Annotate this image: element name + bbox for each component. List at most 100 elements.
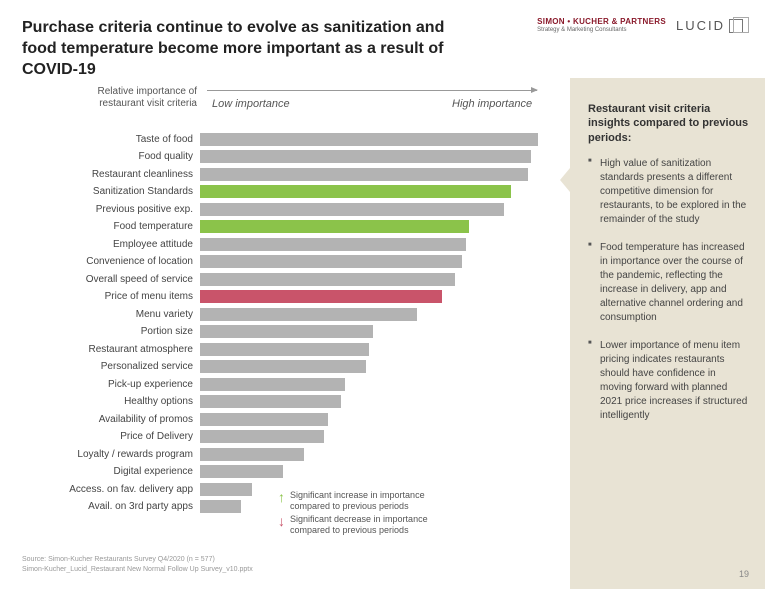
bar-track xyxy=(200,343,545,356)
bar-label: Access. on fav. delivery app xyxy=(22,484,200,495)
bar-label: Previous positive exp. xyxy=(22,204,200,215)
bar-label: Price of Delivery xyxy=(22,431,200,442)
bar xyxy=(200,273,455,286)
bar xyxy=(200,448,304,461)
skp-name: SIMON • KUCHER & PARTNERS xyxy=(537,18,666,27)
sidebar-bullet: Lower importance of menu item pricing in… xyxy=(588,339,749,423)
insights-sidebar: Restaurant visit criteria insights compa… xyxy=(570,78,765,589)
footnote-source: Source: Simon-Kucher Restaurants Survey … xyxy=(22,555,253,565)
axis-header: Relative importance of restaurant visit … xyxy=(22,86,562,130)
bar xyxy=(200,465,283,478)
sidebar-bullet: High value of sanitization standards pre… xyxy=(588,157,749,227)
bar xyxy=(200,483,252,496)
bar-track xyxy=(200,430,545,443)
bar-row: Food temperature xyxy=(22,218,562,236)
bar xyxy=(200,168,528,181)
bar-label: Menu variety xyxy=(22,309,200,320)
bar-label: Pick-up experience xyxy=(22,379,200,390)
bar xyxy=(200,413,328,426)
legend-decrease: ↓ Significant decrease in importance com… xyxy=(278,514,428,537)
sidebar-title: Restaurant visit criteria insights compa… xyxy=(588,102,749,145)
bar-track xyxy=(200,168,545,181)
bar xyxy=(200,395,341,408)
sidebar-bullet-list: High value of sanitization standards pre… xyxy=(588,157,749,423)
bar-track xyxy=(200,378,545,391)
bar-row: Employee attitude xyxy=(22,235,562,253)
bar-track xyxy=(200,273,545,286)
bar xyxy=(200,500,241,513)
bar-label: Overall speed of service xyxy=(22,274,200,285)
bar-track xyxy=(200,395,545,408)
chart-legend: ↑ Significant increase in importance com… xyxy=(278,490,428,537)
bar-row: Overall speed of service xyxy=(22,270,562,288)
bar-track xyxy=(200,203,545,216)
bar-label: Avail. on 3rd party apps xyxy=(22,501,200,512)
bar-row: Healthy options xyxy=(22,393,562,411)
bar-row: Menu variety xyxy=(22,305,562,323)
bar-track xyxy=(200,308,545,321)
bar-label: Digital experience xyxy=(22,466,200,477)
bar-label: Food quality xyxy=(22,151,200,162)
legend-increase-text: Significant increase in importance compa… xyxy=(290,490,425,513)
bar xyxy=(200,185,511,198)
bar-track xyxy=(200,325,545,338)
arrow-up-icon: ↑ xyxy=(278,490,285,504)
bar-row: Convenience of location xyxy=(22,253,562,271)
bar-track xyxy=(200,448,545,461)
bar-label: Price of menu items xyxy=(22,291,200,302)
sidebar-bullet: Food temperature has increased in import… xyxy=(588,241,749,325)
slide-title: Purchase criteria continue to evolve as … xyxy=(22,18,462,80)
bar-row: Price of menu items xyxy=(22,288,562,306)
page-number: 19 xyxy=(739,569,749,579)
bar xyxy=(200,430,324,443)
logo-group: SIMON • KUCHER & PARTNERS Strategy & Mar… xyxy=(537,18,743,33)
bar-row: Price of Delivery xyxy=(22,428,562,446)
bar-row: Availability of promos xyxy=(22,410,562,428)
bar-label: Taste of food xyxy=(22,134,200,145)
axis-low-label: Low importance xyxy=(212,98,290,110)
bar-row: Personalized service xyxy=(22,358,562,376)
axis-caption: Relative importance of restaurant visit … xyxy=(22,86,197,110)
axis-arrow-icon xyxy=(207,90,537,91)
legend-decrease-text: Significant decrease in importance compa… xyxy=(290,514,428,537)
header: Purchase criteria continue to evolve as … xyxy=(0,0,765,80)
bar xyxy=(200,325,373,338)
legend-increase: ↑ Significant increase in importance com… xyxy=(278,490,428,513)
bar-row: Digital experience xyxy=(22,463,562,481)
bar-track xyxy=(200,255,545,268)
bar-track xyxy=(200,133,545,146)
bar xyxy=(200,150,531,163)
bar-track xyxy=(200,360,545,373)
lucid-icon xyxy=(729,19,743,33)
footnotes: Source: Simon-Kucher Restaurants Survey … xyxy=(22,555,253,575)
bar-track xyxy=(200,413,545,426)
bar-track xyxy=(200,220,545,233)
bar xyxy=(200,220,469,233)
bar xyxy=(200,133,538,146)
bar-label: Portion size xyxy=(22,326,200,337)
bar-label: Loyalty / rewards program xyxy=(22,449,200,460)
bar xyxy=(200,238,466,251)
bar-row: Restaurant atmosphere xyxy=(22,340,562,358)
bar-label: Sanitization Standards xyxy=(22,186,200,197)
bar-label: Restaurant cleanliness xyxy=(22,169,200,180)
bar xyxy=(200,343,369,356)
bar-track xyxy=(200,238,545,251)
bar xyxy=(200,255,462,268)
skp-tagline: Strategy & Marketing Consultants xyxy=(537,27,666,34)
bar-row: Food quality xyxy=(22,148,562,166)
bar-label: Healthy options xyxy=(22,396,200,407)
bar-label: Personalized service xyxy=(22,361,200,372)
bar-track xyxy=(200,150,545,163)
bar-label: Restaurant atmosphere xyxy=(22,344,200,355)
bar-track xyxy=(200,185,545,198)
bar-label: Convenience of location xyxy=(22,256,200,267)
footnote-file: Simon-Kucher_Lucid_Restaurant New Normal… xyxy=(22,565,253,575)
bar-row: Restaurant cleanliness xyxy=(22,165,562,183)
axis-high-label: High importance xyxy=(452,98,532,110)
bar-row: Previous positive exp. xyxy=(22,200,562,218)
arrow-down-icon: ↓ xyxy=(278,514,285,528)
bar-track xyxy=(200,290,545,303)
lucid-text: LUCID xyxy=(676,18,725,33)
bar-row: Sanitization Standards xyxy=(22,183,562,201)
